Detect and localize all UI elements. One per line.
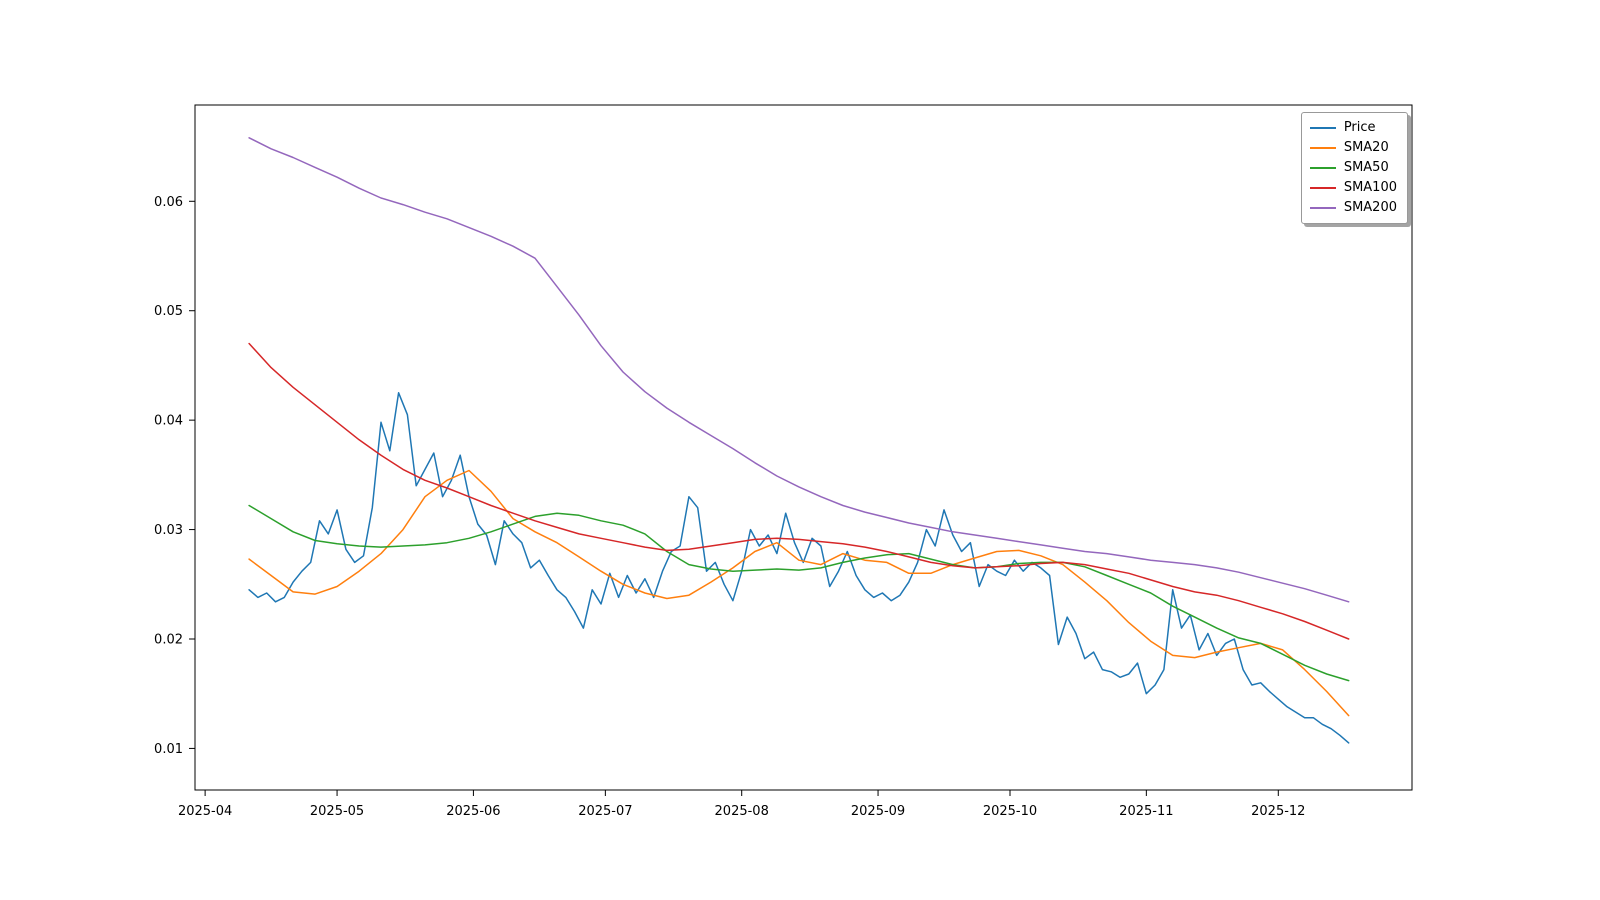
legend-item-sma20: SMA20	[1309, 138, 1397, 158]
chart-legend: Price SMA20 SMA50 SMA100 SMA200	[1300, 112, 1408, 224]
legend-swatch-sma100	[1309, 187, 1336, 189]
legend-swatch-sma200	[1309, 207, 1336, 209]
series-line-sma20	[248, 469, 1350, 717]
plot-border	[194, 104, 1413, 791]
x-tick-label: 2025-05	[310, 804, 364, 819]
legend-item-sma100: SMA100	[1309, 178, 1397, 198]
legend-swatch-sma50	[1309, 167, 1336, 169]
series-line-price	[248, 392, 1350, 744]
y-tick-label: 0.02	[154, 632, 183, 647]
legend-item-price: Price	[1309, 118, 1397, 138]
x-tick-label: 2025-07	[578, 804, 632, 819]
legend-label: SMA50	[1343, 160, 1389, 175]
y-tick-label: 0.03	[154, 523, 183, 538]
series-line-sma200	[248, 137, 1350, 603]
x-tick-label: 2025-08	[715, 804, 769, 819]
legend-label: Price	[1343, 120, 1376, 135]
legend-label: SMA200	[1343, 200, 1397, 215]
legend-item-sma50: SMA50	[1309, 158, 1397, 178]
x-tick-label: 2025-11	[1119, 804, 1173, 819]
plot-area	[195, 105, 1412, 790]
y-tick-label: 0.05	[154, 304, 183, 319]
x-tick-label: 2025-12	[1251, 804, 1305, 819]
legend-swatch-sma20	[1309, 147, 1336, 149]
legend-label: SMA20	[1343, 140, 1389, 155]
x-tick-label: 2025-10	[983, 804, 1037, 819]
series-line-sma50	[248, 504, 1350, 682]
x-tick-label: 2025-06	[446, 804, 500, 819]
x-tick-label: 2025-09	[851, 804, 905, 819]
legend-label: SMA100	[1343, 180, 1397, 195]
y-tick-label: 0.01	[154, 742, 183, 757]
legend-item-sma200: SMA200	[1309, 198, 1397, 218]
y-tick-label: 0.04	[154, 414, 183, 429]
y-tick-label: 0.06	[154, 195, 183, 210]
series-line-sma100	[248, 342, 1350, 640]
x-tick-label: 2025-04	[178, 804, 232, 819]
legend-swatch-price	[1309, 127, 1336, 129]
